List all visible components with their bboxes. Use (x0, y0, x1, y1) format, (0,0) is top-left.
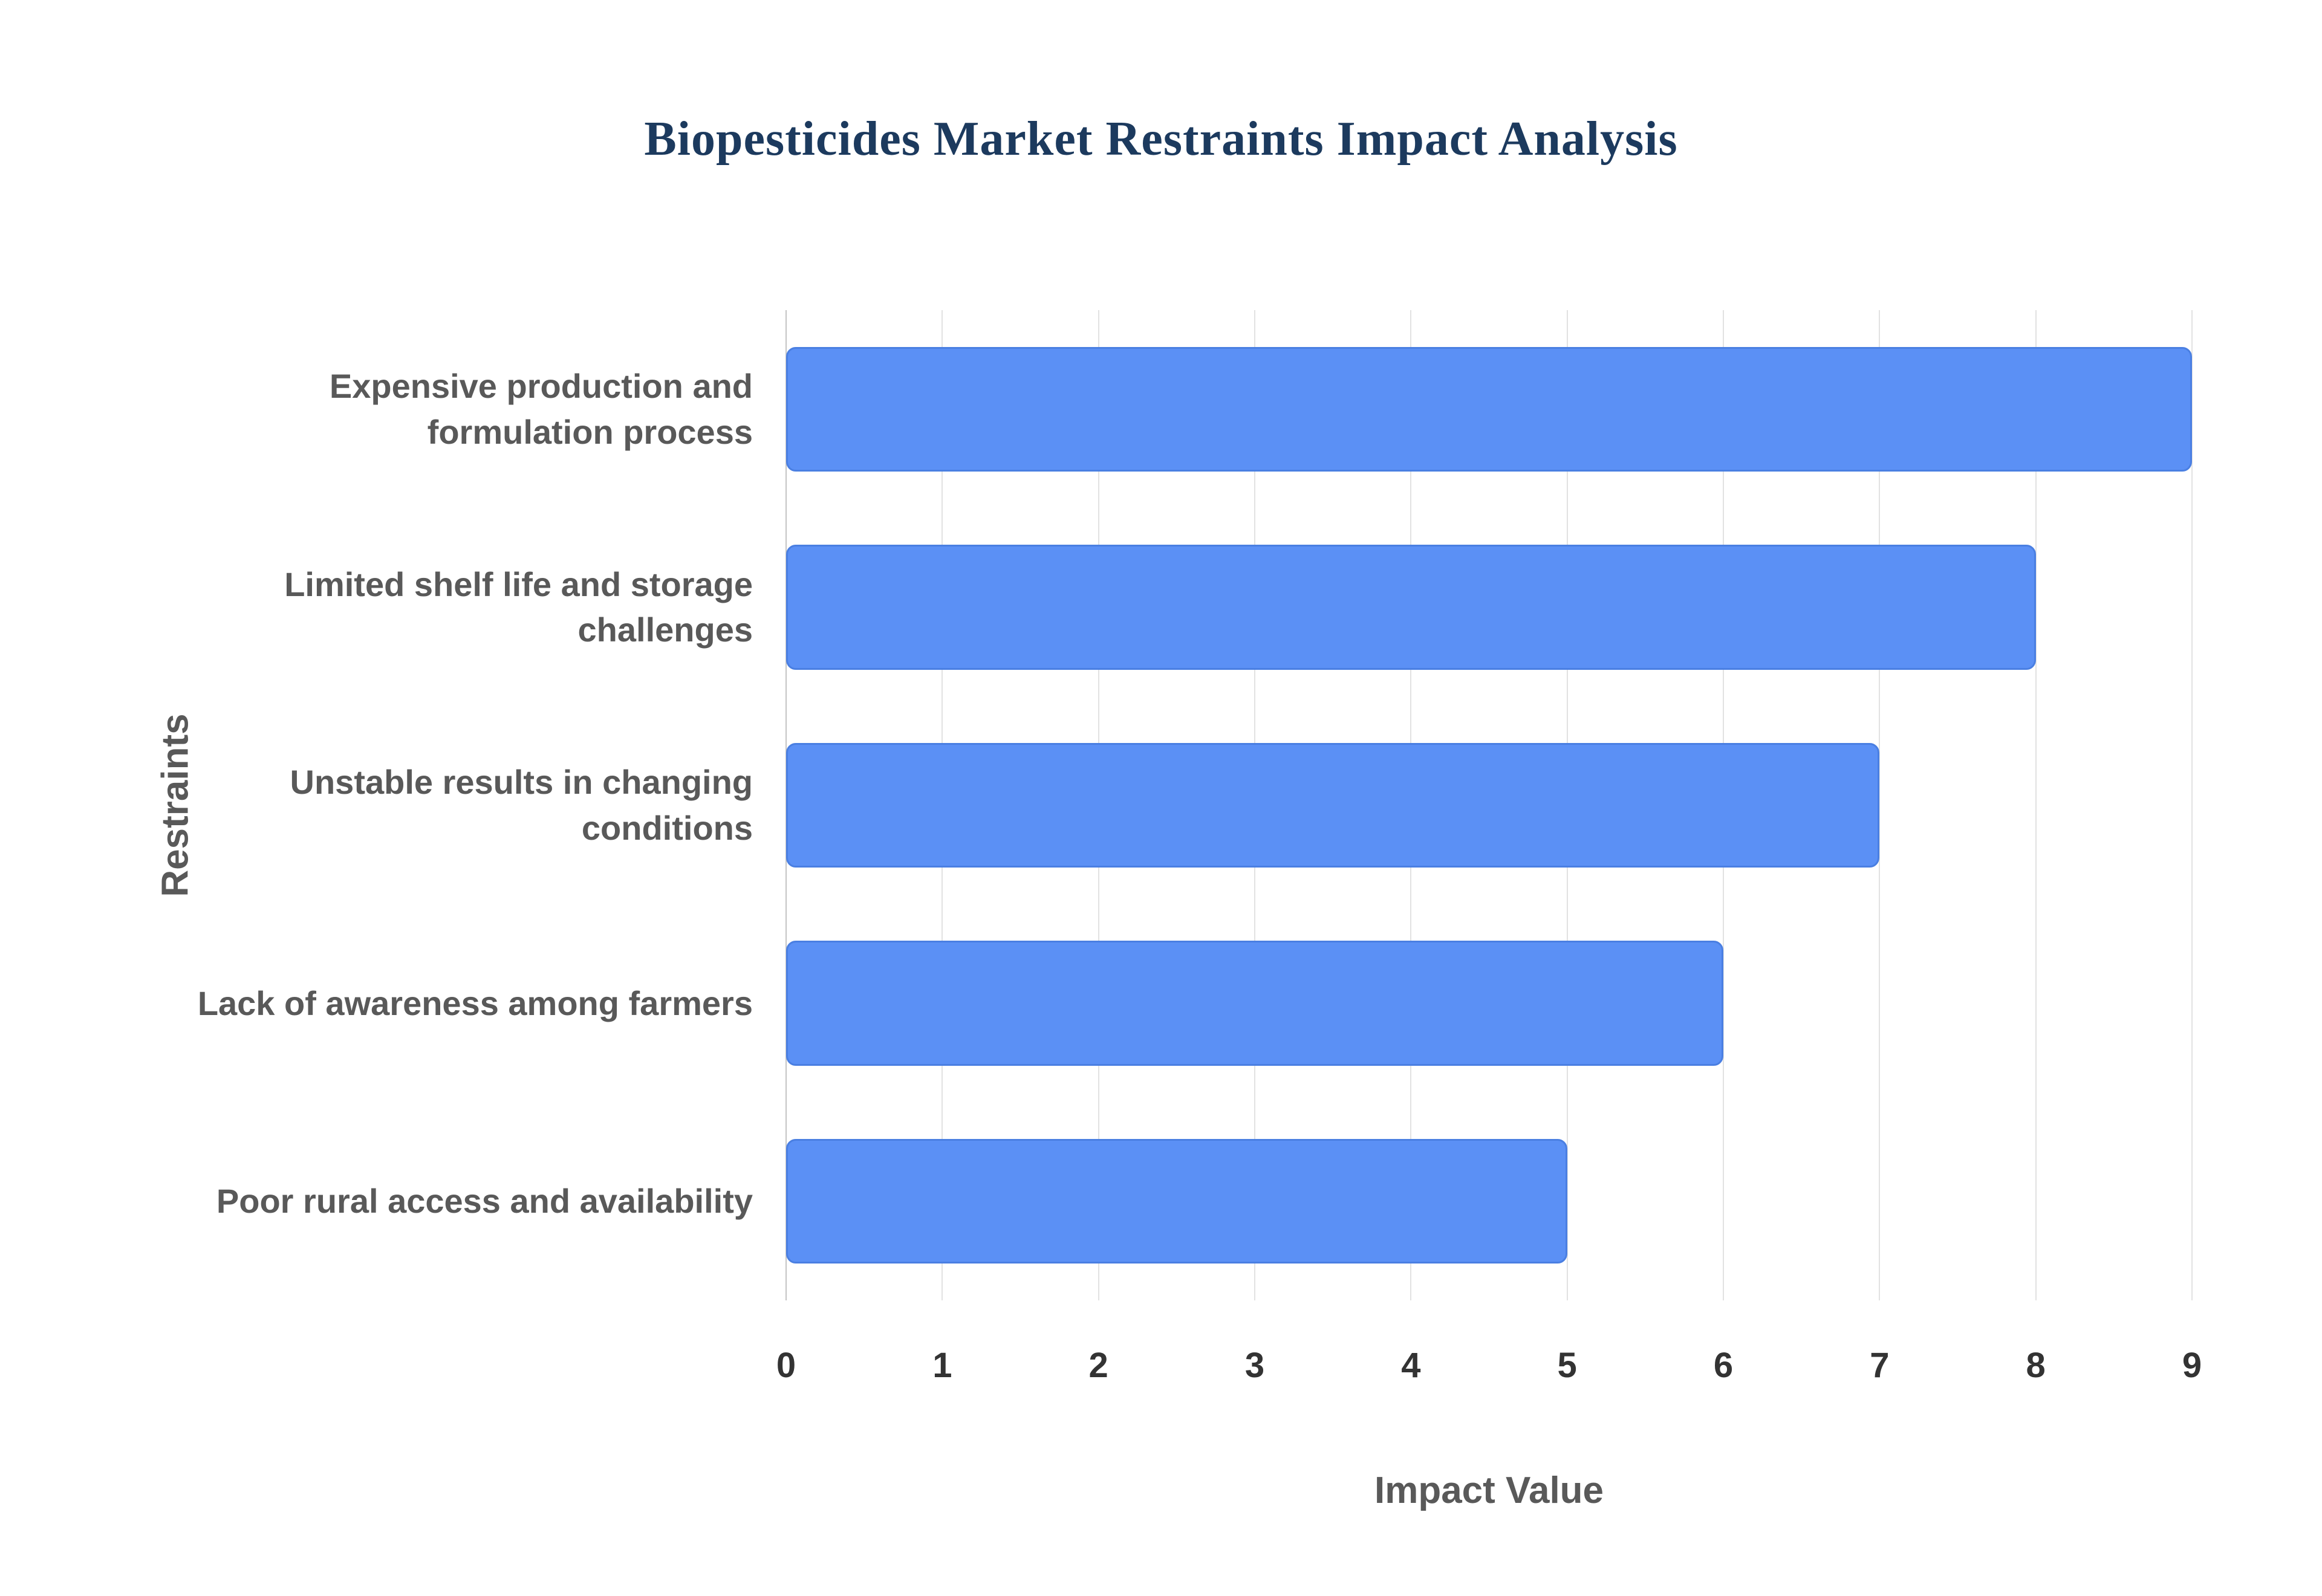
category-label: Poor rural access and availability (216, 1182, 753, 1221)
x-tick-label: 6 (1713, 1346, 1734, 1385)
bar (786, 742, 1880, 868)
bar (786, 941, 1723, 1066)
category-label: Limited shelf life and storage challenge… (284, 565, 753, 649)
x-tick-label: 4 (1401, 1346, 1421, 1385)
bar-row (786, 508, 2192, 707)
x-tick-label: 5 (1557, 1346, 1577, 1385)
x-axis-ticks: 0 1 2 3 4 5 6 7 8 9 (776, 1345, 2202, 1400)
x-tick-label: 1 (932, 1346, 952, 1385)
gridline (2191, 310, 2193, 1300)
category-label: Unstable results in changing conditions (290, 763, 753, 847)
bar-row (786, 310, 2192, 508)
x-tick-label: 9 (2182, 1346, 2202, 1385)
x-tick-label: 8 (2026, 1346, 2046, 1385)
plot-area (785, 310, 2193, 1300)
x-tick-label: 7 (1870, 1346, 1890, 1385)
x-tick-label: 3 (1244, 1346, 1265, 1385)
bar (786, 545, 2036, 670)
bar-row (786, 904, 2192, 1103)
gridline (1879, 310, 1881, 1300)
bar (786, 1138, 1567, 1264)
bar-row (786, 1102, 2192, 1300)
chart-title: Biopesticides Market Restraints Impact A… (644, 112, 1678, 166)
category-label: Expensive production and formulation pro… (329, 367, 753, 451)
bar-row (786, 706, 2192, 904)
category-labels-column: Expensive production and formulation pro… (181, 310, 753, 1300)
x-tick-label: 0 (776, 1346, 796, 1385)
x-axis-title: Impact Value (1374, 1470, 1604, 1511)
category-label: Lack of awareness among farmers (197, 984, 753, 1022)
gridline (2035, 310, 2037, 1300)
x-tick-label: 2 (1088, 1346, 1108, 1385)
bar (786, 346, 2192, 472)
